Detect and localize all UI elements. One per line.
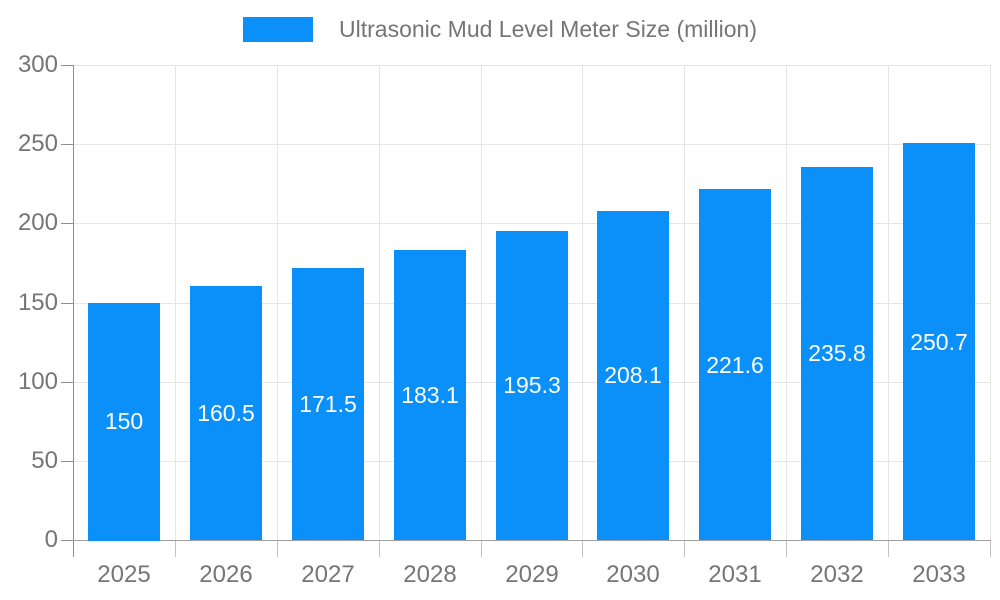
v-gridline-7 — [786, 65, 787, 540]
bar-value-label-2031: 221.6 — [706, 352, 764, 378]
x-tick-label-2029: 2029 — [505, 561, 559, 588]
y-tick-label-0: 0 — [44, 526, 58, 553]
v-gridline-2 — [277, 65, 278, 540]
y-tick-label-300: 300 — [17, 51, 58, 78]
bar-2030[interactable] — [597, 211, 669, 540]
bar-value-label-2029: 195.3 — [503, 372, 561, 398]
bar-2025[interactable] — [88, 303, 160, 541]
y-tick-250 — [61, 144, 73, 145]
x-tick-6 — [684, 540, 685, 557]
x-tick-8 — [888, 540, 889, 557]
y-tick-label-150: 150 — [17, 289, 58, 316]
bar-value-label-2027: 171.5 — [299, 391, 357, 417]
y-tick-label-200: 200 — [17, 209, 58, 236]
x-tick-7 — [786, 540, 787, 557]
v-gridline-3 — [379, 65, 380, 540]
h-gridline-250 — [73, 144, 990, 145]
x-tick-4 — [481, 540, 482, 557]
y-tick-label-50: 50 — [31, 447, 58, 474]
h-gridline-300 — [73, 65, 990, 66]
x-tick-label-2028: 2028 — [403, 561, 457, 588]
y-tick-label-100: 100 — [17, 368, 58, 395]
bar-2029[interactable] — [496, 231, 568, 540]
x-tick-3 — [379, 540, 380, 557]
v-gridline-5 — [582, 65, 583, 540]
v-gridline-9 — [990, 65, 991, 540]
x-tick-label-2033: 2033 — [912, 561, 966, 588]
x-tick-label-2030: 2030 — [606, 561, 660, 588]
x-tick-label-2031: 2031 — [708, 561, 762, 588]
bar-2033[interactable] — [903, 143, 975, 540]
y-tick-100 — [61, 382, 73, 383]
bar-value-label-2032: 235.8 — [808, 340, 866, 366]
y-tick-150 — [61, 303, 73, 304]
x-tick-9 — [990, 540, 991, 557]
bar-value-label-2026: 160.5 — [197, 400, 255, 426]
bar-2028[interactable] — [394, 250, 466, 540]
legend-label[interactable]: Ultrasonic Mud Level Meter Size (million… — [339, 16, 757, 42]
x-axis-line — [73, 540, 991, 541]
bar-value-label-2033: 250.7 — [910, 329, 968, 355]
bar-value-label-2028: 183.1 — [401, 382, 459, 408]
v-gridline-1 — [175, 65, 176, 540]
bar-2031[interactable] — [699, 189, 771, 540]
x-tick-5 — [582, 540, 583, 557]
y-tick-0 — [61, 540, 73, 541]
y-tick-300 — [61, 65, 73, 66]
x-tick-label-2032: 2032 — [810, 561, 864, 588]
x-tick-1 — [175, 540, 176, 557]
x-tick-label-2025: 2025 — [97, 561, 151, 588]
bar-2026[interactable] — [190, 286, 262, 540]
y-tick-50 — [61, 461, 73, 462]
bar-value-label-2025: 150 — [104, 408, 144, 434]
v-gridline-4 — [481, 65, 482, 540]
bar-2027[interactable] — [292, 268, 364, 540]
legend-swatch[interactable] — [243, 17, 314, 42]
v-gridline-8 — [888, 65, 889, 540]
y-tick-label-250: 250 — [17, 130, 58, 157]
bar-2032[interactable] — [801, 167, 873, 540]
x-tick-2 — [277, 540, 278, 557]
y-axis-line — [73, 65, 74, 557]
legend: Ultrasonic Mud Level Meter Size (million… — [0, 17, 1000, 42]
bar-value-label-2030: 208.1 — [604, 362, 662, 388]
x-tick-label-2026: 2026 — [199, 561, 253, 588]
x-tick-label-2027: 2027 — [301, 561, 355, 588]
h-gridline-200 — [73, 223, 990, 224]
v-gridline-6 — [684, 65, 685, 540]
y-tick-200 — [61, 223, 73, 224]
